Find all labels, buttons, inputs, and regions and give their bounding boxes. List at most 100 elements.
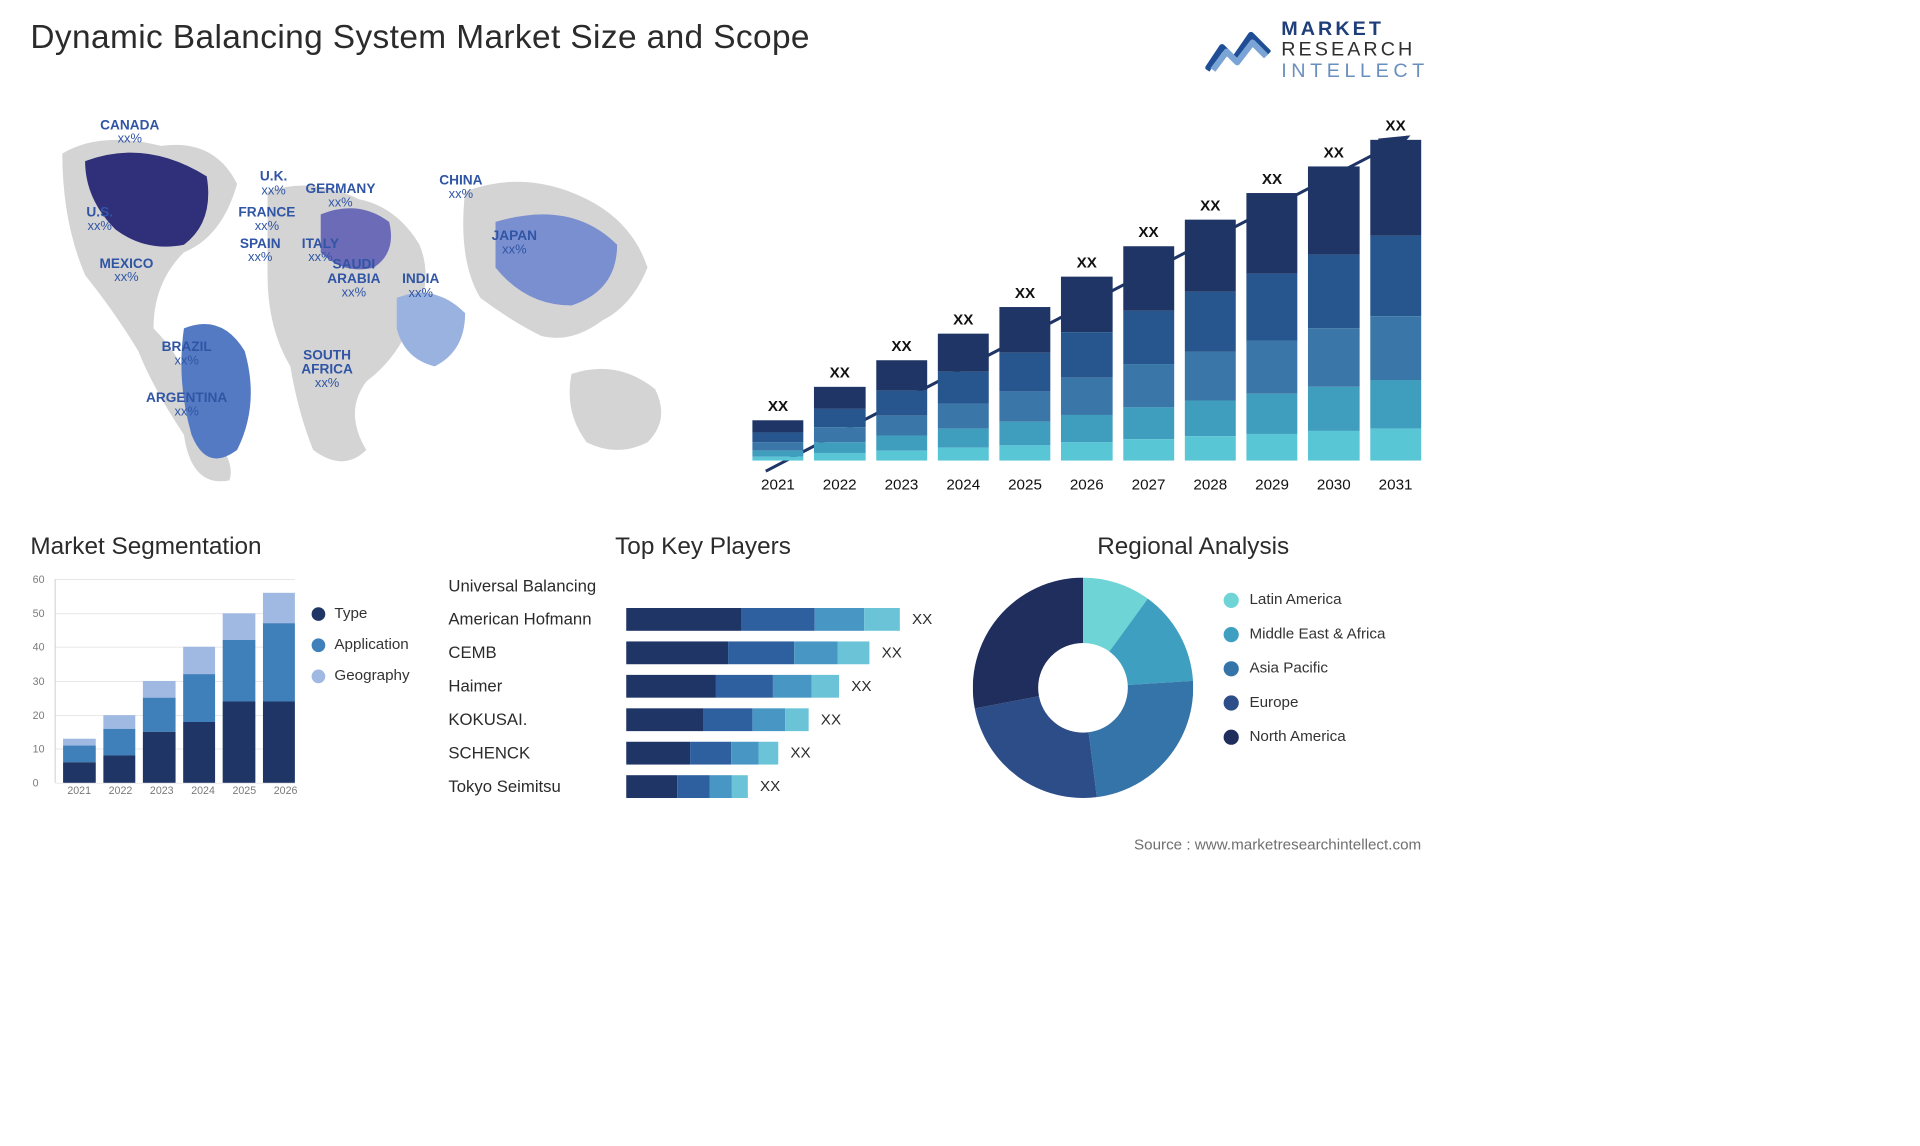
forecast-year-2022: 2022: [814, 477, 865, 494]
seg-bar-2021: [63, 739, 95, 783]
seg-year-2026: 2026: [269, 784, 303, 796]
seg-year-2023: 2023: [145, 784, 179, 796]
forecast-bar-label: XX: [768, 398, 788, 415]
regional-legend: Latin America Middle East & Africa Asia Pa…: [1224, 591, 1386, 762]
forecast-bar-2026: XX: [1061, 255, 1112, 461]
kp-row-6: Tokyo Seimitsu XX: [448, 771, 957, 801]
logo-line3: INTELLECT: [1281, 60, 1429, 81]
seg-year-2022: 2022: [104, 784, 138, 796]
seg-bar-2024: [183, 647, 215, 783]
key-players-title: Top Key Players: [448, 532, 957, 560]
segmentation-panel: Market Segmentation 0102030405060 2021 20…: [30, 532, 425, 813]
seg-year-2021: 2021: [62, 784, 96, 796]
seg-bar-2026: [263, 593, 295, 783]
kp-name: American Hofmann: [448, 610, 626, 630]
segmentation-chart: 0102030405060: [55, 579, 295, 783]
kp-row-4: KOKUSAI.XX: [448, 705, 957, 735]
forecast-bar-2027: XX: [1123, 225, 1174, 461]
kp-name: Tokyo Seimitsu: [448, 777, 626, 797]
regional-panel: Regional Analysis Latin America Middle Ea…: [958, 532, 1429, 813]
seg-bar-2022: [103, 715, 135, 783]
kp-row-0: Universal Balancing: [448, 571, 957, 601]
world-map-panel: CANADAxx% U.S.xx% MEXICOxx% BRAZILxx% ARGENT…: [40, 100, 709, 495]
kp-bar: [626, 675, 839, 698]
region-legend-latin-america: Latin America: [1224, 591, 1386, 608]
forecast-bar-label: XX: [1324, 144, 1344, 161]
seg-year-2025: 2025: [227, 784, 261, 796]
seg-legend-application: Application: [312, 636, 410, 653]
forecast-bar-label: XX: [953, 311, 973, 328]
forecast-year-2023: 2023: [876, 477, 927, 494]
map-label-u-k-: U.K.xx%: [260, 169, 287, 197]
seg-legend-geography: Geography: [312, 667, 410, 684]
forecast-year-2028: 2028: [1185, 477, 1236, 494]
kp-name: Universal Balancing: [448, 576, 626, 596]
map-label-u-s-: U.S.xx%: [86, 205, 113, 233]
seg-bar-2023: [143, 681, 175, 783]
regional-title: Regional Analysis: [958, 532, 1429, 560]
page-title: Dynamic Balancing System Market Size and…: [30, 18, 810, 56]
map-label-china: CHINAxx%: [439, 173, 482, 201]
map-label-brazil: BRAZILxx%: [162, 339, 212, 367]
kp-value: XX: [851, 678, 871, 695]
map-label-canada: CANADAxx%: [100, 118, 159, 146]
kp-row-5: SCHENCKXX: [448, 738, 957, 768]
kp-value: XX: [912, 611, 932, 628]
brand-logo: MARKET RESEARCH INTELLECT: [1205, 18, 1429, 80]
map-label-saudi-narabia: SAUDIARABIAxx%: [327, 257, 380, 299]
map-label-argentina: ARGENTINAxx%: [146, 391, 227, 419]
forecast-bar-2021: XX: [752, 398, 803, 460]
region-legend-asia-pacific: Asia Pacific: [1224, 660, 1386, 677]
kp-name: Haimer: [448, 676, 626, 696]
forecast-year-2024: 2024: [938, 477, 989, 494]
forecast-bar-label: XX: [891, 338, 911, 355]
region-legend-north-america: North America: [1224, 728, 1386, 745]
forecast-bar-label: XX: [1138, 225, 1158, 242]
seg-legend-type: Type: [312, 605, 410, 622]
region-legend-europe: Europe: [1224, 694, 1386, 711]
forecast-year-2030: 2030: [1308, 477, 1359, 494]
kp-bar: [626, 641, 869, 664]
forecast-bar-2030: XX: [1308, 144, 1359, 460]
forecast-bar-2028: XX: [1185, 198, 1236, 461]
map-label-france: FRANCExx%: [238, 205, 295, 233]
kp-name: KOKUSAI.: [448, 710, 626, 730]
map-label-south-nafrica: SOUTHAFRICAxx%: [301, 348, 353, 390]
forecast-bar-label: XX: [1200, 198, 1220, 215]
seg-bar-2025: [223, 613, 255, 783]
region-legend-middle-east-africa: Middle East & Africa: [1224, 625, 1386, 642]
forecast-bar-2031: XX: [1370, 118, 1421, 461]
forecast-bar-2023: XX: [876, 338, 927, 460]
forecast-year-2025: 2025: [999, 477, 1050, 494]
source-label: Source : www.marketresearchintellect.com: [1134, 837, 1421, 854]
kp-row-3: Haimer XX: [448, 671, 957, 701]
forecast-bar-label: XX: [1262, 171, 1282, 188]
kp-row-2: CEMBXX: [448, 638, 957, 668]
map-label-mexico: MEXICOxx%: [99, 256, 153, 284]
forecast-year-2029: 2029: [1246, 477, 1297, 494]
segmentation-title: Market Segmentation: [30, 532, 425, 560]
forecast-year-2027: 2027: [1123, 477, 1174, 494]
kp-bar: [626, 708, 808, 731]
map-label-japan: JAPANxx%: [492, 229, 537, 257]
seg-year-2024: 2024: [186, 784, 220, 796]
forecast-chart: XX XX XX XX XX XX XX XX XX XX XX 2021 2022 2023 2024 2…: [752, 114, 1421, 494]
kp-value: XX: [760, 778, 780, 795]
kp-bar: [626, 742, 778, 765]
regional-donut: [973, 578, 1193, 798]
forecast-bar-2024: XX: [938, 311, 989, 460]
kp-bar: [626, 775, 748, 798]
forecast-bar-label: XX: [1077, 255, 1097, 272]
donut-hole: [1038, 643, 1128, 733]
logo-mark-icon: [1205, 26, 1270, 73]
logo-line1: MARKET: [1281, 18, 1429, 39]
logo-line2: RESEARCH: [1281, 39, 1429, 60]
forecast-bar-2022: XX: [814, 365, 865, 461]
kp-value: XX: [790, 744, 810, 761]
map-label-india: INDIAxx%: [402, 272, 439, 300]
segmentation-legend: Type Application Geography: [312, 605, 410, 698]
kp-value: XX: [882, 644, 902, 661]
forecast-bar-label: XX: [1015, 285, 1035, 302]
forecast-bar-label: XX: [1385, 118, 1405, 135]
forecast-year-2021: 2021: [752, 477, 803, 494]
